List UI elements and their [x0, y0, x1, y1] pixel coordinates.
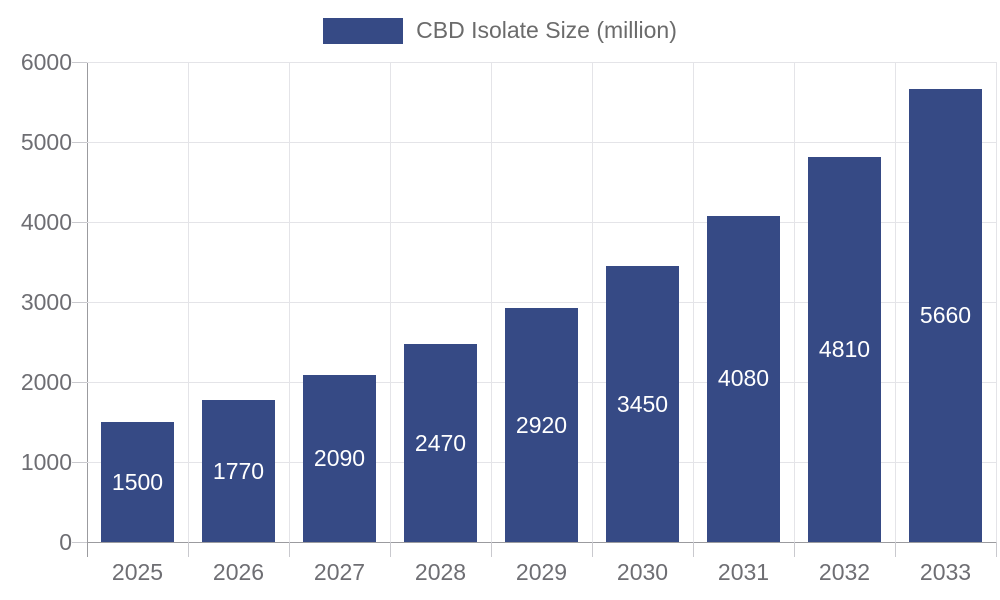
y-grid-line: [87, 221, 996, 223]
bar-value-label: 1500: [111, 468, 164, 495]
x-grid-line: [692, 62, 694, 542]
x-tick-label: 2030: [616, 559, 669, 585]
y-axis-tick: [72, 541, 87, 543]
plot-area: 1500 1770 2090 2470 2920 3450 4080 4810 5660: [87, 61, 997, 542]
y-tick-label: 1000: [20, 449, 72, 475]
y-axis-tick: [72, 61, 87, 63]
y-grid-line: [87, 61, 996, 63]
bar[interactable]: 2470: [404, 344, 477, 542]
y-tick-label: 6000: [20, 49, 72, 75]
bar[interactable]: 2090: [303, 374, 376, 542]
bar-value-label: 2470: [414, 429, 467, 456]
bar-value-label: 3450: [616, 390, 669, 417]
x-tick-label: 2027: [313, 559, 366, 585]
y-tick-label: 2000: [20, 369, 72, 395]
bar-value-label: 2090: [313, 444, 366, 471]
y-axis-tick: [72, 301, 87, 303]
y-tick-label: 5000: [20, 129, 72, 155]
bar[interactable]: 4810: [808, 157, 881, 542]
x-grid-line: [793, 62, 795, 542]
x-grid-line: [288, 62, 290, 542]
x-axis-tick: [490, 542, 492, 557]
x-axis-tick: [389, 542, 391, 557]
y-tick-label: 0: [59, 529, 72, 555]
y-axis-tick: [72, 381, 87, 383]
x-axis-tick: [894, 542, 896, 557]
x-axis-tick: [187, 542, 189, 557]
x-grid-line: [591, 62, 593, 542]
x-tick-label: 2026: [212, 559, 265, 585]
x-tick-label: 2029: [515, 559, 568, 585]
x-tick-label: 2033: [919, 559, 972, 585]
bar[interactable]: 4080: [707, 215, 780, 542]
x-grid-line: [995, 62, 997, 542]
legend-item[interactable]: CBD Isolate Size (million): [0, 17, 1000, 44]
x-axis-tick: [692, 542, 694, 557]
y-tick-label: 4000: [20, 209, 72, 235]
legend-label: CBD Isolate Size (million): [416, 17, 677, 43]
bar-value-label: 1770: [212, 457, 265, 484]
bar[interactable]: 5660: [909, 89, 982, 542]
bar[interactable]: 2920: [505, 308, 578, 542]
x-axis-tick: [995, 542, 997, 557]
y-axis-tick: [72, 461, 87, 463]
y-axis-tick: [72, 221, 87, 223]
y-grid-line: [87, 141, 996, 143]
y-grid-line: [87, 301, 996, 303]
x-axis-tick: [591, 542, 593, 557]
x-axis-tick: [288, 542, 290, 557]
legend-swatch-icon: [323, 17, 404, 44]
bar-value-label: 2920: [515, 411, 568, 438]
bar-value-label: 4810: [818, 336, 871, 363]
x-tick-label: 2028: [414, 559, 467, 585]
x-tick-label: 2032: [818, 559, 871, 585]
x-grid-line: [490, 62, 492, 542]
y-axis-tick: [72, 141, 87, 143]
bar-value-label: 5660: [919, 302, 972, 329]
x-grid-line: [187, 62, 189, 542]
x-grid-line: [389, 62, 391, 542]
x-grid-line: [894, 62, 896, 542]
y-tick-label: 3000: [20, 289, 72, 315]
x-axis-tick: [793, 542, 795, 557]
y-axis-line: [87, 62, 88, 557]
bar[interactable]: 3450: [606, 266, 679, 542]
x-axis-line: [87, 542, 996, 543]
bar-value-label: 4080: [717, 365, 770, 392]
x-tick-label: 2031: [717, 559, 770, 585]
x-tick-label: 2025: [111, 559, 164, 585]
bar[interactable]: 1770: [202, 400, 275, 542]
bar[interactable]: 1500: [101, 422, 174, 542]
